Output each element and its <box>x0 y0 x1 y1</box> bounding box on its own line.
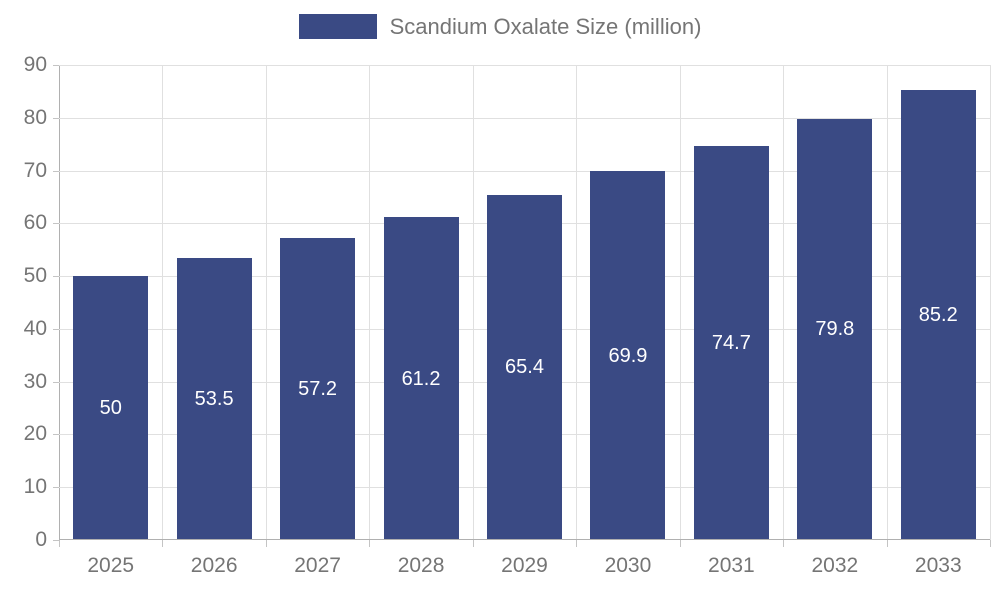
legend-label: Scandium Oxalate Size (million) <box>389 14 702 39</box>
y-tick-label: 60 <box>23 211 47 235</box>
bar-value-label: 65.4 <box>505 356 544 379</box>
y-axis-tick <box>53 434 59 436</box>
y-tick-label: 70 <box>23 158 47 182</box>
y-axis-tick <box>53 540 59 541</box>
y-tick-label: 40 <box>23 316 47 340</box>
y-tick-label: 0 <box>35 528 47 551</box>
legend[interactable]: Scandium Oxalate Size (million) <box>0 14 1000 39</box>
y-axis-tick <box>53 328 59 330</box>
x-tick-label: 2029 <box>501 554 548 577</box>
bar-2026[interactable]: 53.5 <box>176 257 252 540</box>
y-axis-tick <box>53 117 59 119</box>
bar-2032[interactable]: 79.8 <box>797 118 873 540</box>
x-axis-tick <box>162 540 164 547</box>
bar-2027[interactable]: 57.2 <box>280 238 356 540</box>
bar-2028[interactable]: 61.2 <box>383 217 459 540</box>
x-tick-label: 2030 <box>604 554 652 577</box>
bar-2029[interactable]: 65.4 <box>487 194 562 540</box>
y-axis-line <box>59 65 60 540</box>
x-axis-tick <box>679 540 681 547</box>
h-gridline <box>59 65 990 66</box>
x-axis-tick <box>990 540 991 547</box>
y-tick-label: 20 <box>23 422 47 446</box>
bar-value-label: 53.5 <box>194 387 234 410</box>
v-gridline <box>162 65 164 540</box>
bar-value-label: 57.2 <box>298 378 338 401</box>
v-gridline <box>265 65 267 540</box>
bar-2030[interactable]: 69.9 <box>590 171 666 540</box>
y-axis-tick <box>53 381 59 383</box>
v-gridline <box>886 65 888 540</box>
bar-2033[interactable]: 85.2 <box>900 90 976 540</box>
x-axis-tick <box>369 540 371 547</box>
y-tick-label: 30 <box>23 369 47 393</box>
x-tick-label: 2028 <box>397 554 445 577</box>
y-tick-label: 90 <box>23 53 47 76</box>
bar-value-label: 69.9 <box>608 344 648 367</box>
h-gridline <box>59 170 990 172</box>
bar-value-label: 79.8 <box>815 318 855 341</box>
x-tick-label: 2032 <box>811 554 859 577</box>
y-axis-tick <box>53 276 59 278</box>
bar-2031[interactable]: 74.7 <box>693 145 769 540</box>
x-axis-tick <box>576 540 578 547</box>
v-gridline <box>783 65 785 540</box>
v-gridline <box>472 65 474 540</box>
x-tick-label: 2033 <box>914 554 962 577</box>
bar-value-label: 74.7 <box>711 331 751 354</box>
bar-value-label: 61.2 <box>401 367 441 390</box>
v-gridline <box>990 65 991 540</box>
x-tick-label: 2025 <box>87 554 135 577</box>
y-tick-label: 50 <box>23 264 47 288</box>
y-tick-label: 80 <box>23 105 47 129</box>
h-gridline <box>59 117 990 119</box>
y-axis-tick <box>53 65 59 66</box>
v-gridline <box>369 65 371 540</box>
x-tick-label: 2026 <box>190 554 238 577</box>
y-axis-tick <box>53 487 59 489</box>
x-axis-tick <box>265 540 267 547</box>
y-tick-label: 10 <box>23 475 47 499</box>
v-gridline <box>576 65 578 540</box>
x-axis-tick <box>472 540 474 547</box>
bar-value-label: 85.2 <box>918 304 958 327</box>
legend-swatch-icon <box>298 14 377 39</box>
x-axis-line <box>59 539 990 540</box>
bar-value-label: 50 <box>99 397 122 420</box>
plot-area: 0 10 20 30 40 50 60 70 80 90 50 2025 53.5 2026 57.2 202… <box>24 53 991 577</box>
y-axis-tick <box>53 170 59 172</box>
y-axis-tick <box>53 223 59 225</box>
x-axis-tick <box>59 540 60 547</box>
bar-2025[interactable]: 50 <box>73 276 149 540</box>
x-tick-label: 2031 <box>708 554 755 577</box>
x-axis-tick <box>783 540 785 547</box>
x-axis-tick <box>886 540 888 547</box>
v-gridline <box>679 65 681 540</box>
x-tick-label: 2027 <box>294 554 341 577</box>
